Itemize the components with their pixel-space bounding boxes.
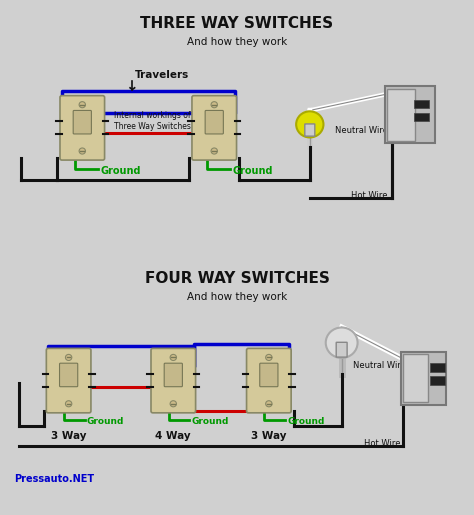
FancyBboxPatch shape <box>205 110 223 134</box>
Circle shape <box>211 101 218 108</box>
Text: Hot Wire: Hot Wire <box>351 191 387 200</box>
Bar <box>430 376 445 385</box>
FancyBboxPatch shape <box>385 87 435 143</box>
FancyBboxPatch shape <box>403 354 428 402</box>
Text: Internal workings of the
Three Way Switches: Internal workings of the Three Way Switc… <box>114 111 206 131</box>
FancyBboxPatch shape <box>164 363 182 387</box>
FancyBboxPatch shape <box>260 363 278 387</box>
Circle shape <box>79 148 85 154</box>
Text: 3 Way: 3 Way <box>251 432 287 441</box>
Text: Neutral Wire: Neutral Wire <box>335 126 388 134</box>
FancyBboxPatch shape <box>305 124 315 136</box>
Text: Ground: Ground <box>100 165 141 176</box>
Circle shape <box>265 401 272 407</box>
FancyBboxPatch shape <box>151 348 196 413</box>
Circle shape <box>79 101 85 108</box>
FancyBboxPatch shape <box>60 96 105 160</box>
FancyBboxPatch shape <box>73 110 91 134</box>
Text: Hot Wire: Hot Wire <box>365 439 401 448</box>
Bar <box>414 99 429 108</box>
Circle shape <box>326 328 357 358</box>
FancyBboxPatch shape <box>387 89 415 141</box>
FancyBboxPatch shape <box>401 352 447 405</box>
Text: And how they work: And how they work <box>187 291 287 302</box>
Text: Ground: Ground <box>287 417 324 425</box>
Bar <box>414 113 429 122</box>
Text: 3 Way: 3 Way <box>51 432 86 441</box>
Bar <box>430 363 445 372</box>
FancyBboxPatch shape <box>246 348 291 413</box>
Circle shape <box>65 354 72 360</box>
FancyBboxPatch shape <box>192 96 237 160</box>
FancyBboxPatch shape <box>46 348 91 413</box>
Circle shape <box>211 148 218 154</box>
FancyBboxPatch shape <box>336 342 347 357</box>
Circle shape <box>170 354 176 360</box>
Text: Ground: Ground <box>87 417 124 425</box>
Text: Travelers: Travelers <box>135 70 189 80</box>
Text: Neutral Wire: Neutral Wire <box>353 361 406 370</box>
FancyBboxPatch shape <box>60 363 78 387</box>
Text: And how they work: And how they work <box>187 37 287 47</box>
Text: THREE WAY SWITCHES: THREE WAY SWITCHES <box>140 16 334 31</box>
Circle shape <box>296 111 323 138</box>
Text: Pressauto.NET: Pressauto.NET <box>14 474 94 484</box>
Circle shape <box>65 401 72 407</box>
Circle shape <box>265 354 272 360</box>
Text: Ground: Ground <box>232 165 273 176</box>
Text: Ground: Ground <box>191 417 229 425</box>
Circle shape <box>170 401 176 407</box>
Text: 4 Way: 4 Way <box>155 432 191 441</box>
Text: FOUR WAY SWITCHES: FOUR WAY SWITCHES <box>145 271 329 286</box>
